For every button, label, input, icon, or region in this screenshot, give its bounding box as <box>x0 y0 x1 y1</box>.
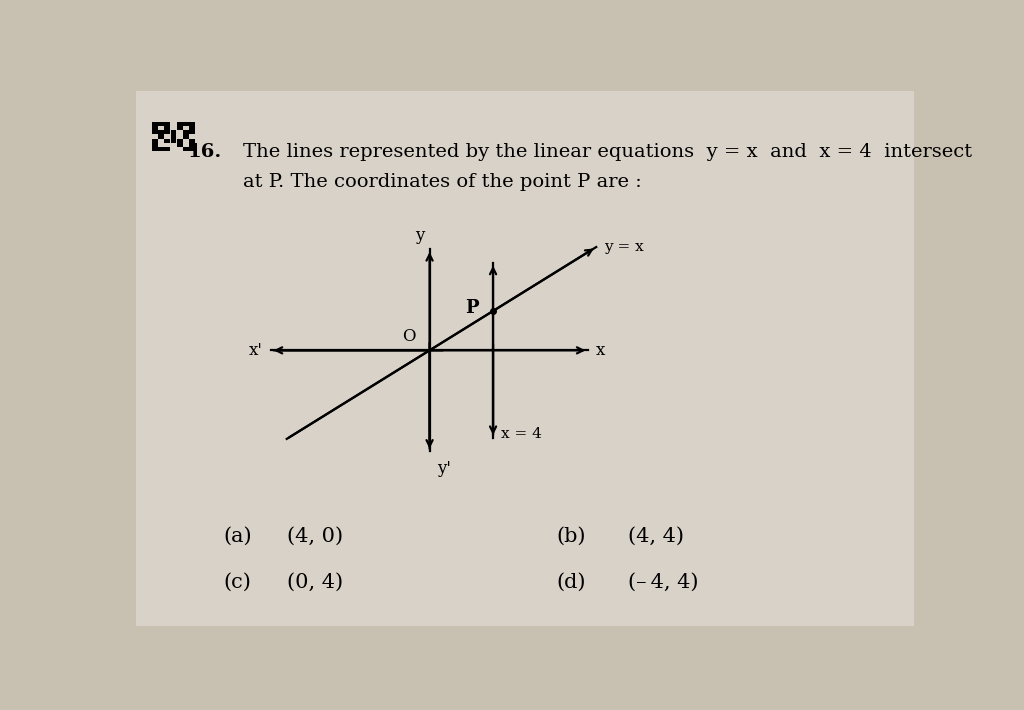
Text: O: O <box>401 328 416 345</box>
Bar <box>164 138 170 143</box>
Text: (b): (b) <box>557 527 586 546</box>
Text: 16.: 16. <box>187 143 222 160</box>
Bar <box>152 131 158 134</box>
Text: x': x' <box>249 342 263 359</box>
Bar <box>171 131 176 134</box>
Text: (– 4, 4): (– 4, 4) <box>628 573 698 592</box>
Bar <box>171 134 176 138</box>
Bar <box>152 122 158 126</box>
Bar <box>158 134 164 138</box>
Text: at P. The coordinates of the point P are :: at P. The coordinates of the point P are… <box>243 173 642 191</box>
Text: x: x <box>596 342 605 359</box>
Bar <box>177 143 182 147</box>
Text: (0, 4): (0, 4) <box>287 573 343 592</box>
Bar <box>152 147 158 151</box>
Bar <box>189 131 196 134</box>
Text: P: P <box>465 299 479 317</box>
Bar <box>177 138 182 143</box>
Bar <box>152 143 158 147</box>
Text: The lines represented by the linear equations  y = x  and  x = 4  intersect: The lines represented by the linear equa… <box>243 143 972 160</box>
Bar <box>164 131 170 134</box>
Bar <box>189 126 196 131</box>
Text: (4, 0): (4, 0) <box>287 527 343 546</box>
Bar <box>164 122 170 126</box>
Bar <box>189 138 196 143</box>
Bar <box>158 147 164 151</box>
Text: (4, 4): (4, 4) <box>628 527 684 546</box>
Bar <box>189 147 196 151</box>
Text: y = x: y = x <box>604 240 644 254</box>
Bar <box>189 143 196 147</box>
Text: y': y' <box>437 459 452 476</box>
Bar <box>177 126 182 131</box>
Bar <box>177 122 182 126</box>
Text: (c): (c) <box>223 573 251 592</box>
Text: y: y <box>416 226 425 244</box>
Bar <box>164 147 170 151</box>
Text: x = 4: x = 4 <box>501 427 542 441</box>
Bar <box>183 134 188 138</box>
Bar <box>152 138 158 143</box>
Bar <box>183 131 188 134</box>
Bar <box>152 126 158 131</box>
Bar <box>183 147 188 151</box>
Bar <box>189 122 196 126</box>
Bar <box>158 122 164 126</box>
Bar <box>183 122 188 126</box>
Bar <box>164 126 170 131</box>
Text: (a): (a) <box>223 527 252 546</box>
Bar <box>171 138 176 143</box>
FancyBboxPatch shape <box>136 91 913 626</box>
Bar <box>158 131 164 134</box>
Text: (d): (d) <box>557 573 586 592</box>
